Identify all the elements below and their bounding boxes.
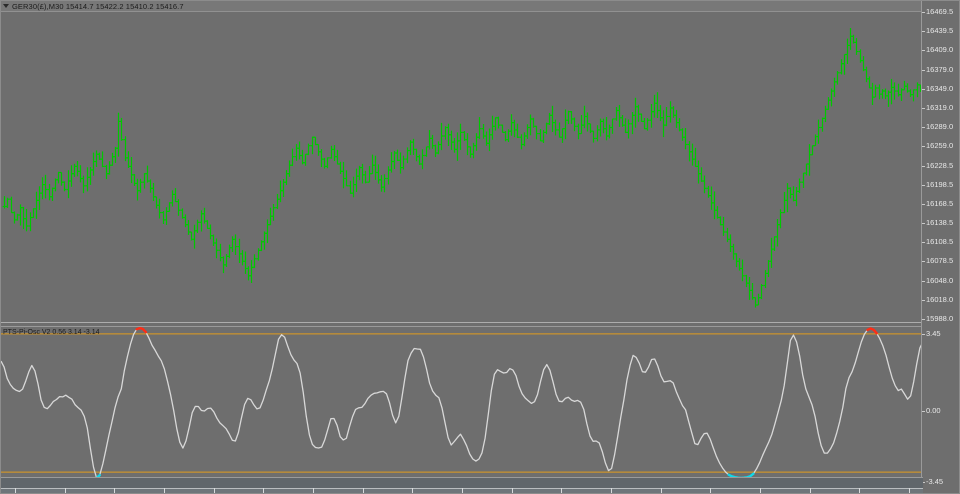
time-axis-tick: [810, 488, 811, 493]
price-scale-tick: [922, 300, 925, 301]
price-scale-tick: [922, 166, 925, 167]
price-scale-tick: [922, 31, 925, 32]
price-scale-label: 16379.0: [926, 64, 954, 74]
pane-separator[interactable]: [1, 322, 923, 327]
price-scale-tick: [922, 70, 925, 71]
price-scale-label: 16138.5: [926, 218, 954, 228]
time-axis-tick: [263, 488, 264, 493]
price-scale-label: 16469.5: [926, 7, 954, 16]
price-scale-label: 15988.0: [926, 314, 954, 323]
oscillator-scale-label: 3.45: [926, 329, 941, 338]
price-pane[interactable]: [1, 12, 923, 322]
time-axis-tick: [363, 488, 364, 493]
price-scale-label: 16289.0: [926, 122, 954, 132]
price-scale-label: 16259.0: [926, 141, 954, 151]
price-scale-tick: [922, 204, 925, 205]
indicator-label: PTS-Pi-Osc V2 0.56 3.14 -3.14: [3, 329, 100, 336]
time-axis-tick: [512, 488, 513, 493]
time-axis-tick: [909, 488, 910, 493]
time-axis-tick: [462, 488, 463, 493]
oscillator-scale-tick: [922, 411, 925, 412]
price-scale-tick: [922, 223, 925, 224]
price-scale-tick: [922, 185, 925, 186]
price-scale-label: 16108.5: [926, 237, 954, 247]
price-scale-label: 16168.5: [926, 198, 954, 208]
chart-symbol-label: GER30(£),M30 15414.7 15422.2 15410.2 154…: [12, 1, 184, 11]
time-axis-tick: [164, 488, 165, 493]
price-scale-tick: [922, 50, 925, 51]
price-scale-tick: [922, 242, 925, 243]
time-axis-tick: [859, 488, 860, 493]
time-axis-tick: [760, 488, 761, 493]
time-axis-tick: [313, 488, 314, 493]
time-axis-tick: [65, 488, 66, 493]
oscillator-scale-tick: [922, 482, 925, 483]
price-scale-label: 16349.0: [926, 83, 954, 93]
price-scale-tick: [922, 108, 925, 109]
oscillator-scale-label: 0.00: [926, 406, 941, 415]
price-scale-tick: [922, 281, 925, 282]
price-scale-label: 16018.0: [926, 294, 954, 304]
price-scale-tick: [922, 319, 925, 320]
price-scale-label: 16048.0: [926, 275, 954, 285]
price-scale-tick: [922, 127, 925, 128]
time-axis-tick: [214, 488, 215, 493]
time-axis-tick: [15, 488, 16, 493]
time-axis-tick: [611, 488, 612, 493]
price-bars-canvas: [2, 28, 923, 308]
price-scale-label: 16078.5: [926, 256, 954, 266]
price-scale-label: 16198.5: [926, 179, 954, 189]
time-axis-tick: [412, 488, 413, 493]
price-scale-tick: [922, 261, 925, 262]
time-axis[interactable]: [1, 477, 923, 493]
time-axis-tick: [710, 488, 711, 493]
price-scale-tick: [922, 12, 925, 13]
oscillator-scale-label: -3.45: [926, 477, 944, 486]
time-axis-tick: [561, 488, 562, 493]
time-axis-tick: [114, 488, 115, 493]
price-scale-label: 16228.5: [926, 160, 954, 170]
oscillator-pane[interactable]: [1, 327, 923, 479]
time-axis-tick: [661, 488, 662, 493]
price-scale-label: 16319.0: [926, 102, 954, 112]
price-scale-label: 16409.0: [926, 45, 954, 55]
price-scale[interactable]: 16469.5 16439.5 16409.0 16379.0 16349.0 16319…: [921, 1, 959, 493]
chevron-down-icon[interactable]: [3, 4, 9, 8]
oscillator-canvas: [1, 327, 923, 479]
price-scale-tick: [922, 146, 925, 147]
chart-title-bar[interactable]: GER30(£),M30 15414.7 15422.2 15410.2 154…: [1, 1, 923, 12]
price-scale-label: 16439.5: [926, 26, 954, 36]
oscillator-scale-tick: [922, 334, 925, 335]
price-scale-tick: [922, 89, 925, 90]
